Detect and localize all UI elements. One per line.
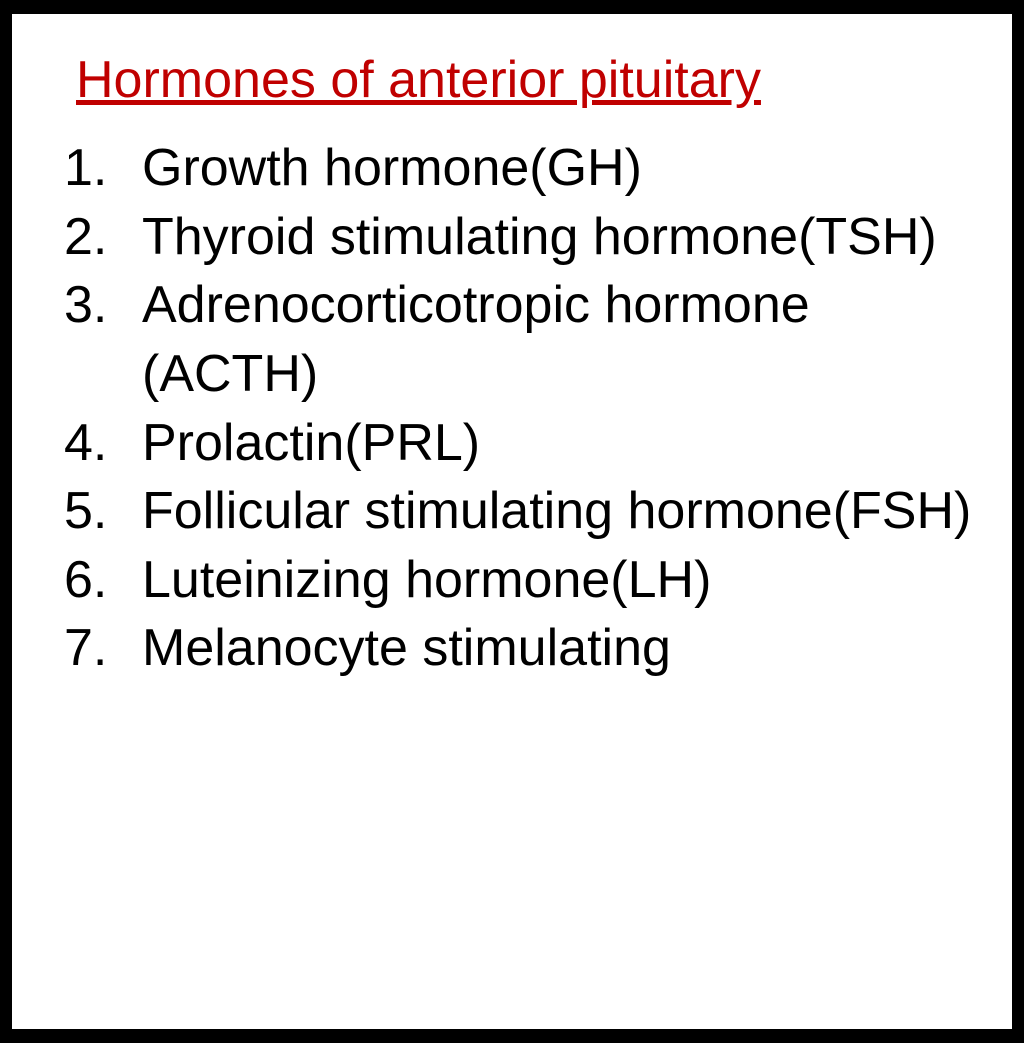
document-page: Hormones of anterior pituitary Growth ho… <box>12 14 1012 1029</box>
page-title: Hormones of anterior pituitary <box>76 50 984 110</box>
hormone-list: Growth hormone(GH) Thyroid stimulating h… <box>64 134 984 683</box>
list-item: Adrenocorticotropic hormone (ACTH) <box>64 271 984 408</box>
list-item: Growth hormone(GH) <box>64 134 984 203</box>
list-item: Luteinizing hormone(LH) <box>64 546 984 615</box>
list-item: Melanocyte stimulating <box>64 614 984 683</box>
list-item: Thyroid stimulating hormone(TSH) <box>64 203 984 272</box>
list-item: Prolactin(PRL) <box>64 409 984 478</box>
list-item: Follicular stimulating hormone(FSH) <box>64 477 984 546</box>
